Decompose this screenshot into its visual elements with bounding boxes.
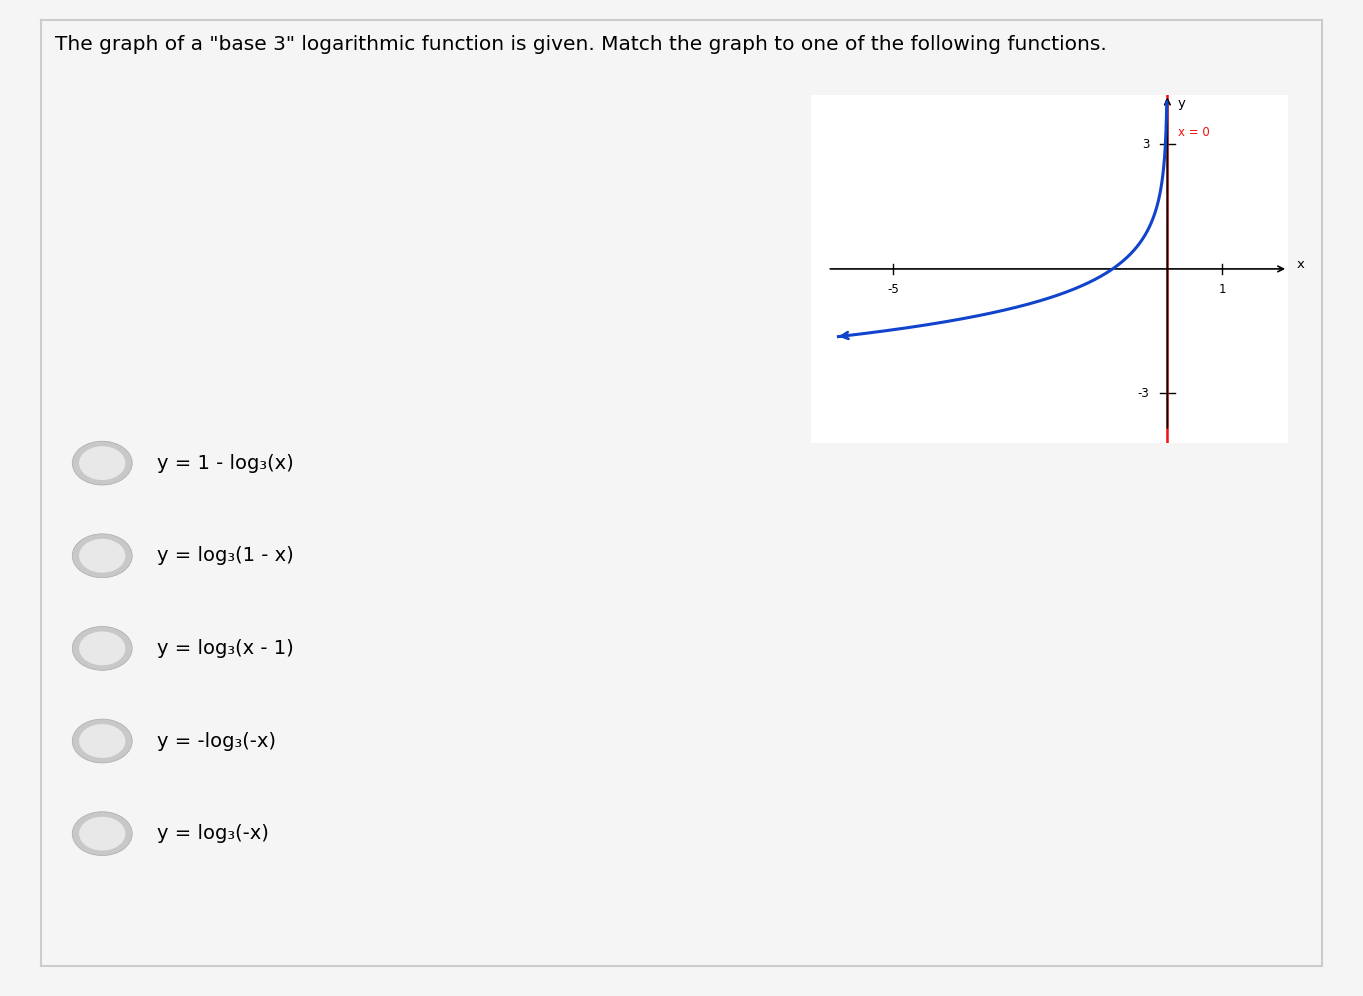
Text: 1: 1 [1219,283,1225,296]
Circle shape [79,446,125,480]
Text: x: x [1296,258,1304,271]
Text: y = log₃(1 - x): y = log₃(1 - x) [157,546,293,566]
Circle shape [72,534,132,578]
Circle shape [72,626,132,670]
Circle shape [79,817,125,851]
Text: y = -log₃(-x): y = -log₃(-x) [157,731,275,751]
Circle shape [72,441,132,485]
Circle shape [79,539,125,573]
Circle shape [79,631,125,665]
Circle shape [79,724,125,758]
Text: y = log₃(-x): y = log₃(-x) [157,824,269,844]
Text: -3: -3 [1138,386,1149,400]
Text: y = 1 - log₃(x): y = 1 - log₃(x) [157,453,293,473]
Text: The graph of a "base 3" logarithmic function is given. Match the graph to one of: The graph of a "base 3" logarithmic func… [55,35,1107,54]
Text: x = 0: x = 0 [1179,126,1210,139]
Circle shape [72,719,132,763]
Text: 3: 3 [1142,137,1149,151]
Circle shape [72,812,132,856]
Text: y = log₃(x - 1): y = log₃(x - 1) [157,638,293,658]
Text: y: y [1178,97,1186,110]
Text: -5: -5 [887,283,900,296]
